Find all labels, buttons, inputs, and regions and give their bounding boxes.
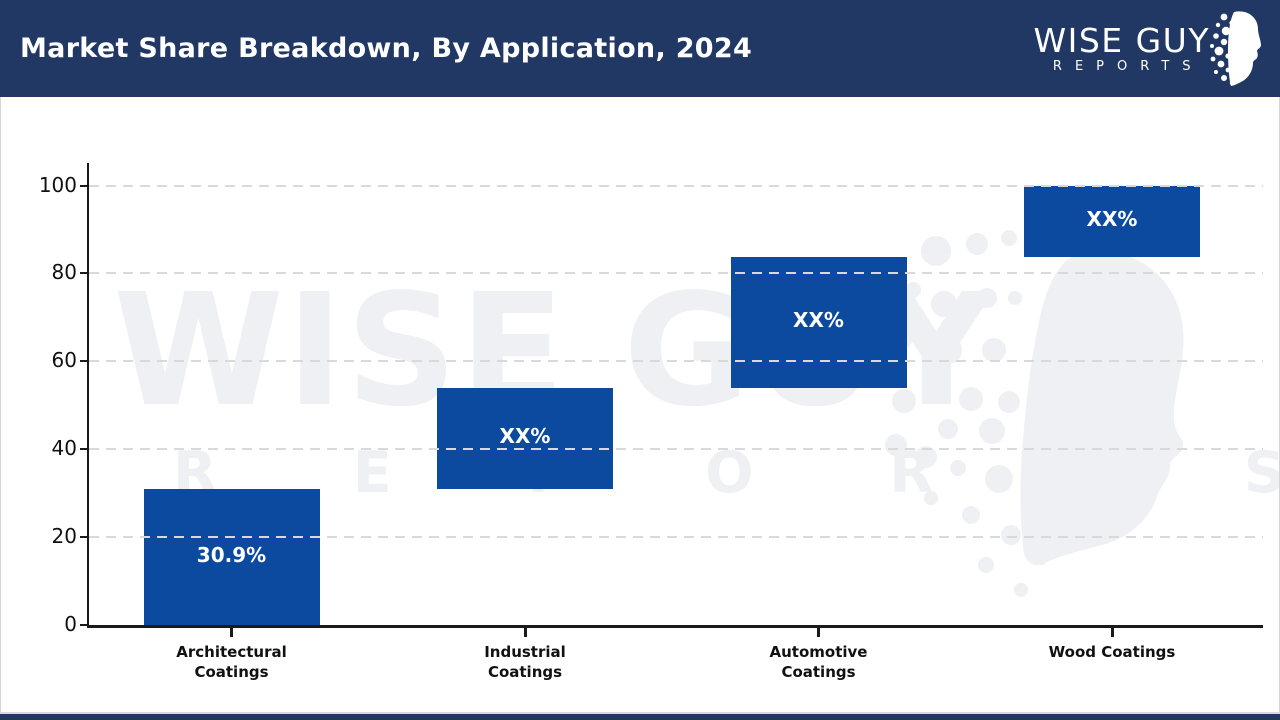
gridline-100 (89, 184, 1263, 187)
x-category-label: Industrial Coatings (415, 642, 635, 683)
bar-value-label: XX% (1086, 207, 1138, 232)
bar-value-label: XX% (499, 424, 551, 449)
y-tick-40 (80, 448, 89, 451)
x-axis-line (87, 625, 1263, 628)
page-title: Market Share Breakdown, By Application, … (20, 33, 753, 64)
watermark-dot-face-icon (885, 230, 1184, 597)
bar-segment (437, 387, 613, 490)
wiseguy-logo: WISE GUY REPORTS (1033, 8, 1266, 90)
gridline-80 (89, 272, 1263, 275)
bar-value-label: 30.9% (196, 543, 267, 568)
x-tick (1110, 627, 1114, 637)
x-category-label: Wood Coatings (1002, 642, 1222, 662)
bar-segment (730, 256, 907, 388)
y-tick-label-20: 20 (51, 524, 77, 549)
x-category-label-line: Wood Coatings (1048, 643, 1176, 661)
y-tick-60 (80, 360, 89, 363)
gridline-20 (89, 536, 1263, 539)
header: Market Share Breakdown, By Application, … (0, 0, 1280, 97)
y-tick-label-60: 60 (51, 348, 77, 373)
logo-subtitle: REPORTS (1052, 59, 1204, 75)
x-category-label-line: Architectural (176, 643, 287, 661)
y-tick-20 (80, 536, 89, 539)
x-tick (523, 627, 527, 637)
y-tick-label-100: 100 (38, 172, 77, 197)
y-tick-label-40: 40 (51, 436, 77, 461)
logo-dot-face-icon (1210, 11, 1261, 87)
chart-area: WISE GUY R E P O R T S 0 20 40 60 80 100 30.9%… (0, 97, 1280, 712)
x-category-label-line: Industrial (484, 643, 566, 661)
footer-bar (0, 712, 1280, 720)
y-tick-label-0: 0 (64, 612, 77, 636)
y-axis-spine (87, 163, 89, 627)
bar-segment (1024, 185, 1200, 257)
x-tick (230, 627, 233, 637)
logo-text: WISE GUY REPORTS (1033, 21, 1210, 75)
logo-wordmark: WISE GUY (1033, 21, 1210, 61)
bar-segment (143, 489, 320, 625)
gridline-40 (89, 448, 1263, 451)
x-category-label-line: Coatings (781, 663, 856, 682)
bar-value-label: XX% (793, 308, 844, 333)
x-category-label: Architectural Coatings (122, 642, 342, 683)
x-category-label-line: Automotive (769, 643, 868, 661)
x-tick (817, 627, 820, 637)
x-category-label-line: Coatings (194, 663, 269, 682)
y-tick-80 (80, 272, 89, 275)
y-tick-100 (80, 184, 89, 187)
gridline-60 (89, 360, 1263, 363)
y-tick-0 (80, 624, 89, 626)
y-tick-label-80: 80 (51, 260, 77, 285)
x-category-label-line: Coatings (487, 663, 563, 682)
x-category-label: Automotive Coatings (709, 642, 929, 683)
